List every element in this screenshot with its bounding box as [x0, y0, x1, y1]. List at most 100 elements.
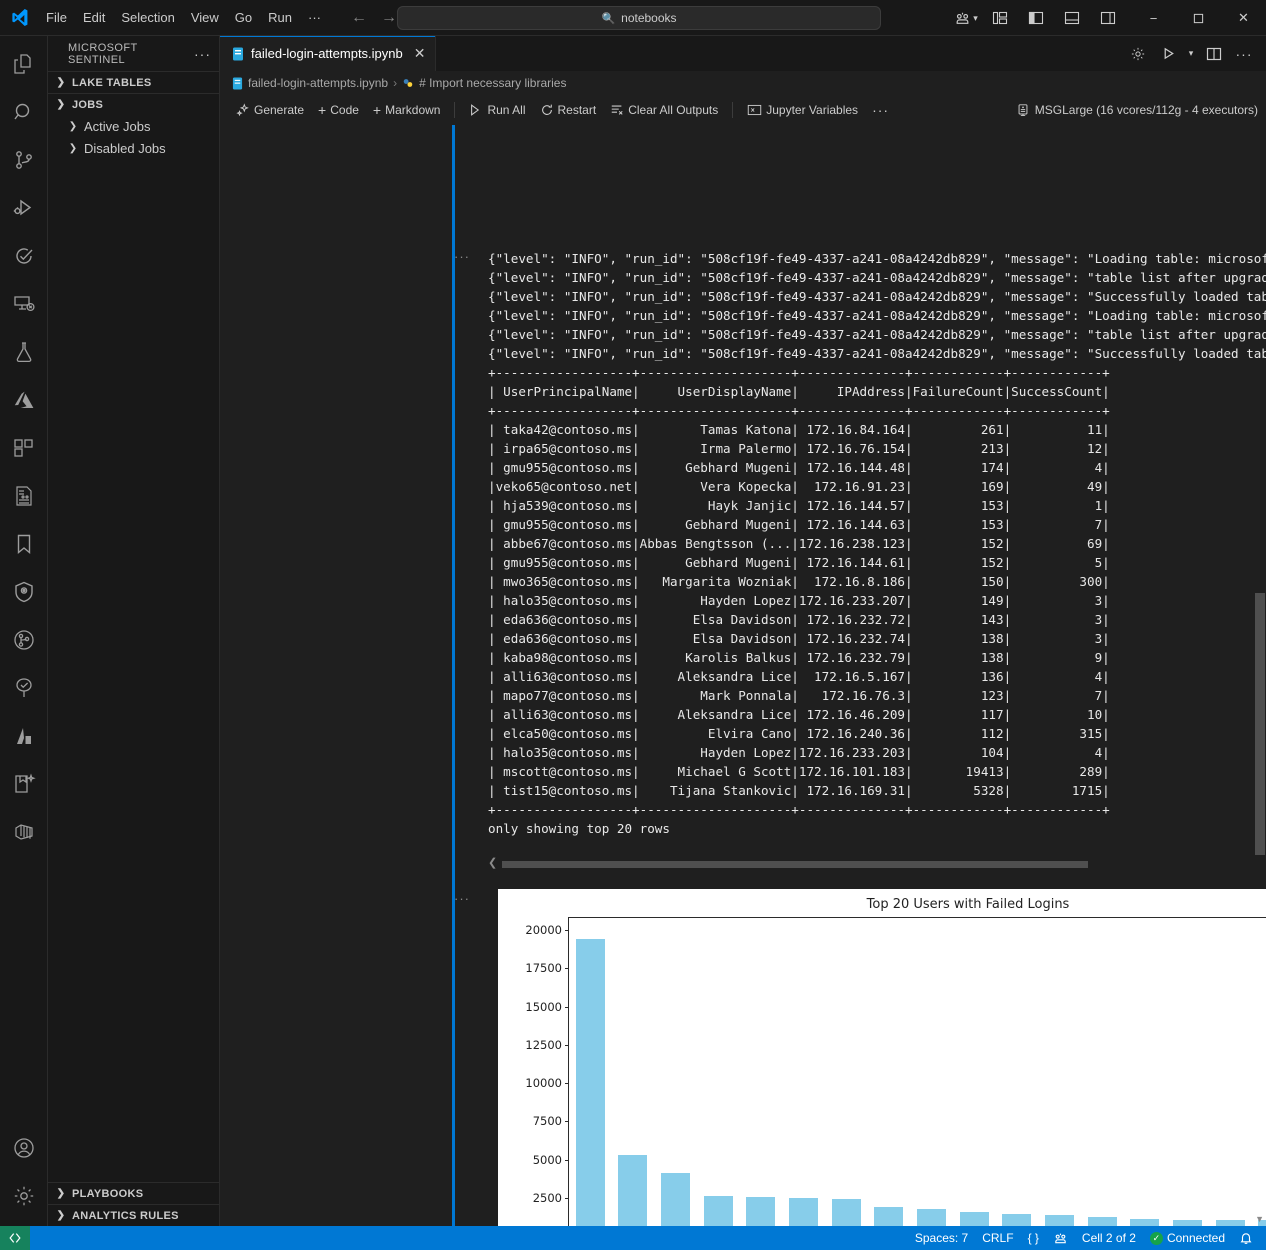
chevron-right-icon: ❯ — [56, 1210, 66, 1221]
menu-go[interactable]: Go — [234, 10, 253, 25]
menu-run[interactable]: Run — [268, 10, 292, 25]
restart-button[interactable]: Restart — [534, 100, 603, 120]
side-bar: MICROSOFT SENTINEL ··· ❯ LAKE TABLES ❯ J… — [48, 36, 220, 1226]
more-actions-icon[interactable]: ··· — [194, 45, 211, 62]
menu-more[interactable]: ··· — [308, 10, 321, 25]
menu-edit[interactable]: Edit — [82, 10, 106, 25]
power-platform-icon[interactable] — [0, 712, 48, 760]
arrow-left-icon[interactable]: ← — [351, 8, 367, 26]
window-close-button[interactable]: ✕ — [1238, 10, 1249, 25]
chart-y-tick-label: 12500 — [525, 1038, 569, 1052]
status-spaces[interactable]: Spaces: 7 — [914, 1231, 969, 1245]
navigation-arrows: ← → — [351, 8, 397, 26]
status-connection[interactable]: ✓ Connected — [1143, 1226, 1232, 1250]
sidebar-section-label: LAKE TABLES — [72, 76, 152, 89]
split-editor-icon[interactable] — [1200, 36, 1228, 71]
accounts-icon[interactable] — [0, 1124, 48, 1172]
more-actions-icon[interactable]: ··· — [1235, 45, 1253, 62]
status-language[interactable]: { } — [1027, 1231, 1039, 1245]
sentinel-shield-icon[interactable] — [0, 568, 48, 616]
chart-bar-rect — [1087, 1217, 1117, 1226]
figure-more-actions-icon[interactable]: ··· — [454, 891, 470, 906]
bookmarks-icon[interactable] — [0, 520, 48, 568]
chevron-down-icon[interactable]: ▾ — [1188, 48, 1194, 58]
extensions-icon[interactable] — [0, 424, 48, 472]
settings-gear-icon[interactable] — [1124, 36, 1152, 71]
customize-layout-icon[interactable] — [983, 0, 1017, 36]
tree-check-icon[interactable] — [0, 664, 48, 712]
restart-label: Restart — [557, 103, 597, 117]
accounts-icon[interactable]: ▾ — [949, 0, 983, 36]
remote-explorer-icon[interactable] — [0, 280, 48, 328]
status-accounts-icon[interactable] — [1046, 1226, 1075, 1250]
tab-failed-login-attempts[interactable]: failed-login-attempts.ipynb ✕ — [220, 36, 437, 71]
output-horizontal-scrollbar[interactable]: ❮ — [488, 857, 1266, 870]
source-control-icon[interactable] — [0, 136, 48, 184]
toggle-primary-sidebar-icon[interactable] — [1019, 0, 1053, 36]
arrow-right-icon[interactable]: → — [381, 8, 397, 26]
menu-view[interactable]: View — [190, 10, 219, 25]
search-value: notebooks — [621, 11, 677, 25]
azure-icon[interactable] — [0, 376, 48, 424]
output-more-actions-icon[interactable]: ··· — [454, 249, 470, 264]
toolbar-more-button[interactable]: ··· — [872, 102, 890, 118]
copilot-edits-icon[interactable] — [0, 760, 48, 808]
sidebar-section-jobs[interactable]: ❯ JOBS — [48, 93, 219, 115]
notebook-icon[interactable] — [0, 472, 48, 520]
layout-controls — [983, 0, 1125, 36]
clear-all-outputs-button[interactable]: Clear All Outputs — [604, 100, 724, 120]
menu-selection[interactable]: Selection — [121, 10, 175, 25]
sidebar-item-active-jobs[interactable]: ❯ Active Jobs — [48, 115, 219, 137]
status-eol[interactable]: CRLF — [982, 1231, 1014, 1245]
generate-button[interactable]: Generate — [230, 100, 310, 120]
chart-bar-rect — [1258, 1219, 1266, 1226]
close-icon[interactable]: ✕ — [413, 45, 426, 61]
toggle-secondary-sidebar-icon[interactable] — [1091, 0, 1125, 36]
add-code-cell-button[interactable]: + Code — [312, 99, 365, 121]
workbench: MICROSOFT SENTINEL ··· ❯ LAKE TABLES ❯ J… — [0, 36, 1266, 1226]
sidebar-item-disabled-jobs[interactable]: ❯ Disabled Jobs — [48, 137, 219, 159]
add-markdown-cell-button[interactable]: + Markdown — [367, 99, 447, 121]
container-icon[interactable] — [0, 808, 48, 856]
experiments-icon[interactable] — [0, 328, 48, 376]
scroll-left-icon[interactable]: ❮ — [488, 857, 498, 869]
git-graph-icon[interactable] — [0, 616, 48, 664]
sidebar-section-analytics-rules[interactable]: ❯ ANALYTICS RULES — [48, 1204, 219, 1226]
breadcrumb-symbol[interactable]: # Import necessary libraries — [419, 76, 567, 90]
jupyter-variables-button[interactable]: Jupyter Variables — [741, 100, 864, 120]
scrollbar-thumb[interactable] — [502, 861, 1088, 868]
run-icon[interactable] — [1154, 36, 1182, 71]
run-all-button[interactable]: Run All — [463, 100, 531, 120]
notebook-file-icon — [233, 47, 243, 60]
breadcrumb-file[interactable]: failed-login-attempts.ipynb — [248, 76, 389, 90]
kernel-picker[interactable]: MSGLarge (16 vcores/112g - 4 executors) — [1016, 103, 1266, 118]
menu-file[interactable]: File — [46, 10, 67, 25]
status-connection-label: Connected — [1166, 1231, 1225, 1245]
status-cell-position[interactable]: Cell 2 of 2 — [1081, 1231, 1136, 1245]
sidebar-section-playbooks[interactable]: ❯ PLAYBOOKS — [48, 1182, 219, 1204]
toggle-panel-icon[interactable] — [1055, 0, 1089, 36]
settings-gear-icon[interactable] — [0, 1172, 48, 1220]
menu-bar[interactable]: File Edit Selection View Go Run ··· — [38, 6, 329, 29]
testing-icon[interactable] — [0, 232, 48, 280]
notebook-vertical-scrollbar[interactable]: ▼ — [1252, 125, 1266, 1226]
notebook-output-area: ··· ··· {"level": "INFO", "run_id": "508… — [220, 125, 1266, 1226]
explorer-icon[interactable] — [0, 40, 48, 88]
chart-bar-rect — [917, 1209, 947, 1226]
window-maximize-button[interactable] — [1176, 0, 1221, 36]
scroll-down-icon[interactable]: ▼ — [1255, 1214, 1264, 1224]
window-minimize-button[interactable]: − — [1149, 10, 1158, 26]
remote-window-indicator[interactable] — [0, 1226, 30, 1250]
sidebar-section-label: PLAYBOOKS — [72, 1187, 144, 1200]
sidebar-section-lake-tables[interactable]: ❯ LAKE TABLES — [48, 71, 219, 93]
chart-y-tick-label: 5000 — [533, 1153, 570, 1167]
chart-y-tick-label: 17500 — [525, 961, 569, 975]
variables-icon — [748, 104, 762, 116]
chart-bar — [868, 918, 911, 1226]
scrollbar-thumb[interactable] — [1255, 593, 1265, 855]
search-icon[interactable] — [0, 88, 48, 136]
run-and-debug-icon[interactable] — [0, 184, 48, 232]
command-center-search[interactable]: 🔍 notebooks — [397, 6, 881, 30]
chart-bar-rect — [661, 1173, 691, 1226]
status-notifications[interactable] — [1232, 1226, 1260, 1250]
